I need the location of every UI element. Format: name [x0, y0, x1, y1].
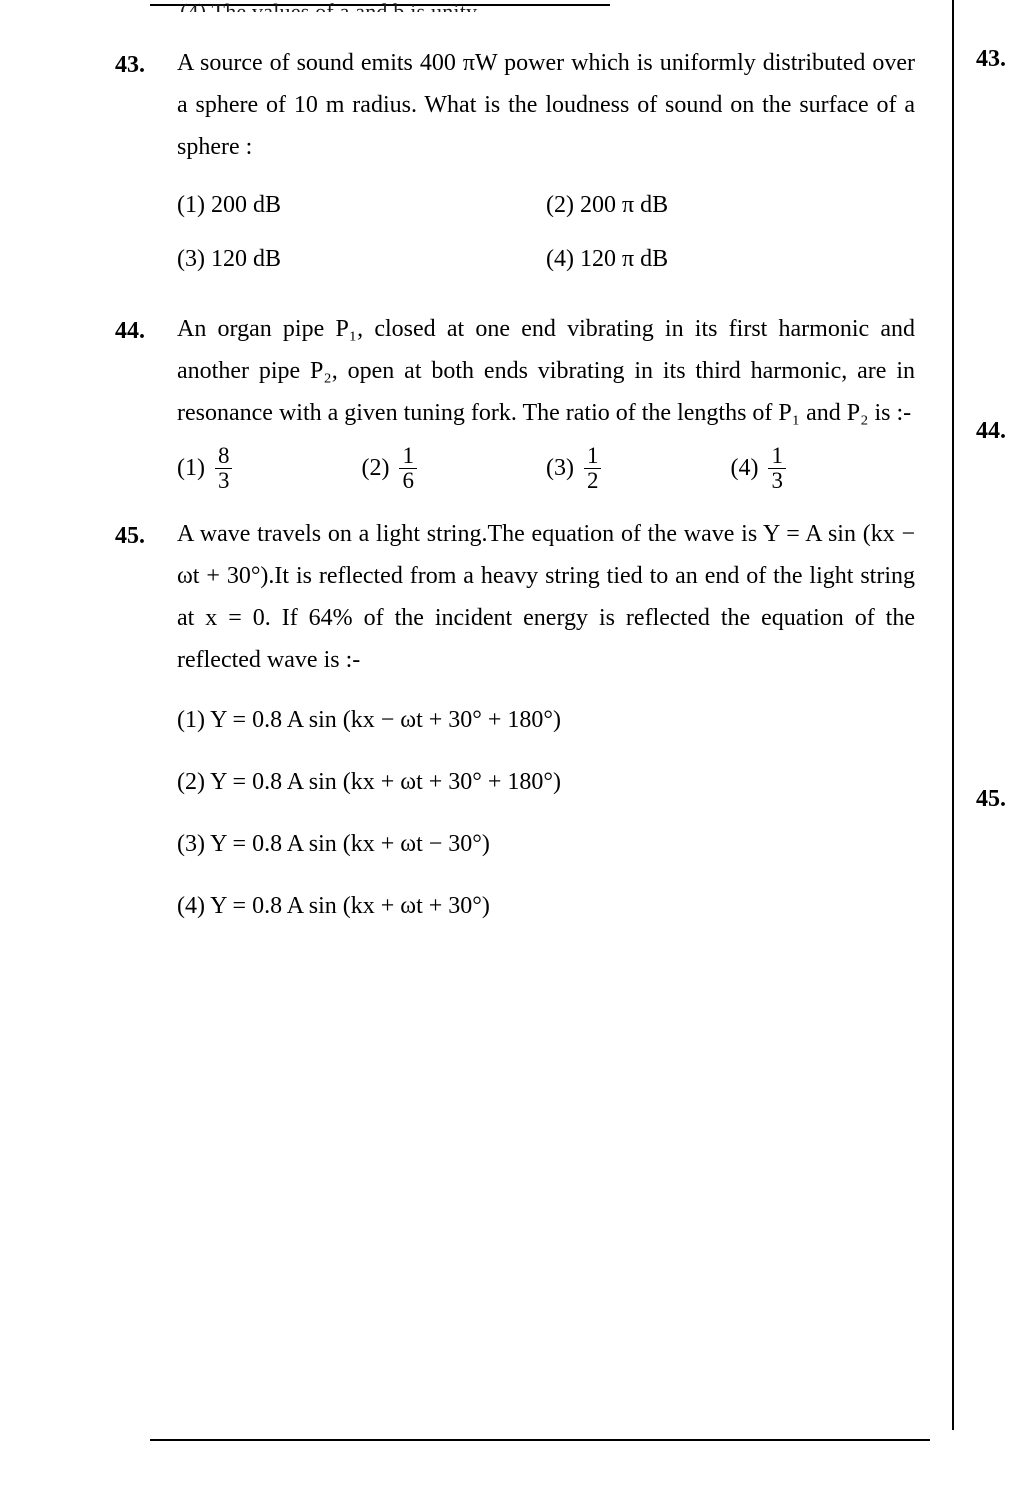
numerator: 8 — [215, 444, 233, 468]
fraction: 1 2 — [584, 442, 602, 493]
option-2: (2) Y = 0.8 A sin (kx + ωt + 30° + 180°) — [177, 751, 915, 813]
question-body: An organ pipe P₁, closed at one end vibr… — [177, 308, 915, 501]
option-3: (3) 1 2 — [546, 442, 731, 493]
option-label: (3) — [546, 447, 574, 489]
fraction: 8 3 — [215, 442, 233, 493]
option-label: (2) — [362, 447, 390, 489]
question-stem: A wave travels on a light string.The equ… — [177, 513, 915, 681]
numerator: 1 — [399, 444, 417, 468]
question-45: 45. A wave travels on a light string.The… — [115, 513, 915, 937]
denominator: 6 — [399, 468, 417, 493]
numerator: 1 — [768, 444, 786, 468]
margin-ref-44: 44. — [976, 418, 1006, 445]
fraction: 1 3 — [768, 442, 786, 493]
option-1: (1) 200 dB — [177, 178, 546, 232]
page: (4) The values of a and b is unity 43. 4… — [0, 0, 1024, 1501]
question-stem: An organ pipe P₁, closed at one end vibr… — [177, 308, 915, 434]
option-4: (4) Y = 0.8 A sin (kx + ωt + 30°) — [177, 875, 915, 937]
denominator: 3 — [215, 468, 233, 493]
question-43: 43. A source of sound emits 400 πW power… — [115, 42, 915, 296]
option-4: (4) 1 3 — [731, 442, 916, 493]
option-2: (2) 1 6 — [362, 442, 547, 493]
options: (1) 8 3 (2) 1 6 (3) — [177, 442, 915, 493]
option-1: (1) 8 3 — [177, 442, 362, 493]
question-44: 44. An organ pipe P₁, closed at one end … — [115, 308, 915, 501]
option-3: (3) Y = 0.8 A sin (kx + ωt − 30°) — [177, 813, 915, 875]
question-body: A source of sound emits 400 πW power whi… — [177, 42, 915, 296]
margin-ref-43: 43. — [976, 46, 1006, 73]
question-number: 44. — [115, 308, 177, 501]
question-number: 45. — [115, 513, 177, 937]
fraction: 1 6 — [399, 442, 417, 493]
rule-bottom — [150, 1439, 930, 1441]
option-4: (4) 120 π dB — [546, 232, 915, 286]
options: (1) 200 dB (2) 200 π dB (3) 120 dB (4) 1… — [177, 178, 915, 286]
denominator: 2 — [584, 468, 602, 493]
option-3: (3) 120 dB — [177, 232, 546, 286]
question-stem: A source of sound emits 400 πW power whi… — [177, 42, 915, 168]
margin-ref-45: 45. — [976, 786, 1006, 813]
question-number: 43. — [115, 42, 177, 296]
option-2: (2) 200 π dB — [546, 178, 915, 232]
content-column: 43. A source of sound emits 400 πW power… — [115, 42, 915, 949]
option-label: (4) — [731, 447, 759, 489]
options: (1) Y = 0.8 A sin (kx − ωt + 30° + 180°)… — [177, 689, 915, 937]
option-label: (1) — [177, 447, 205, 489]
option-1: (1) Y = 0.8 A sin (kx − ωt + 30° + 180°) — [177, 689, 915, 751]
numerator: 1 — [584, 444, 602, 468]
rule-right — [952, 0, 954, 1430]
cutoff-previous-line: (4) The values of a and b is unity — [180, 0, 477, 12]
question-body: A wave travels on a light string.The equ… — [177, 513, 915, 937]
denominator: 3 — [768, 468, 786, 493]
